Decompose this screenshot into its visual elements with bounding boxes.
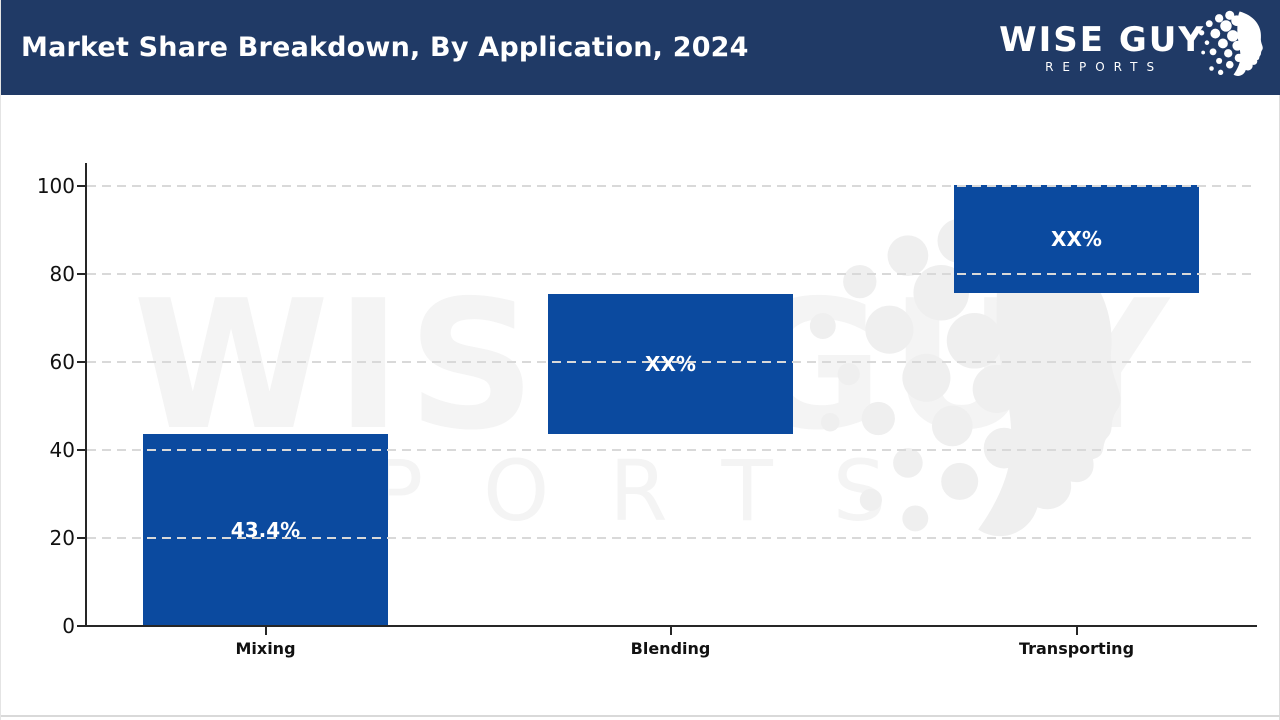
gridline bbox=[87, 537, 1257, 539]
dotted-face-icon bbox=[1191, 7, 1267, 89]
x-tick-mark bbox=[669, 627, 672, 635]
y-tick-mark bbox=[77, 449, 85, 451]
y-tick-mark bbox=[77, 537, 85, 539]
bar-value-label: XX% bbox=[1051, 227, 1102, 252]
bar-mixing: 43.4% bbox=[143, 434, 388, 625]
gridline bbox=[87, 273, 1257, 275]
header-bar: Market Share Breakdown, By Application, … bbox=[1, 0, 1280, 95]
x-category-label: Mixing bbox=[235, 639, 296, 658]
footer-divider bbox=[1, 715, 1280, 717]
x-category-label: Blending bbox=[630, 639, 711, 658]
y-tick-mark bbox=[77, 625, 85, 627]
bar-blending: XX% bbox=[548, 294, 793, 435]
x-tick-mark bbox=[264, 627, 267, 635]
bar-value-label: XX% bbox=[645, 352, 696, 377]
bar-transporting: XX% bbox=[954, 185, 1199, 294]
y-tick-label: 20 bbox=[49, 526, 75, 550]
x-axis-line bbox=[85, 625, 1257, 627]
y-tick-label: 0 bbox=[62, 614, 75, 638]
y-tick-label: 60 bbox=[49, 350, 75, 374]
y-axis-line bbox=[85, 163, 87, 627]
y-tick-label: 100 bbox=[36, 174, 75, 198]
y-tick-label: 40 bbox=[49, 438, 75, 462]
gridline bbox=[87, 361, 1257, 363]
gridline bbox=[87, 449, 1257, 451]
gridline bbox=[87, 185, 1257, 187]
brand-name: WISE GUY bbox=[999, 19, 1205, 60]
brand-logo: WISE GUY REPORTS bbox=[999, 7, 1280, 89]
brand-logo-text: WISE GUY REPORTS bbox=[999, 23, 1205, 73]
brand-subtitle: REPORTS bbox=[1045, 59, 1164, 74]
x-tick-mark bbox=[1075, 627, 1078, 635]
y-tick-mark bbox=[77, 361, 85, 363]
page-title: Market Share Breakdown, By Application, … bbox=[21, 32, 749, 63]
x-category-label: Transporting bbox=[1018, 639, 1135, 658]
y-tick-label: 80 bbox=[49, 262, 75, 286]
y-tick-mark bbox=[77, 185, 85, 187]
y-tick-mark bbox=[77, 273, 85, 275]
